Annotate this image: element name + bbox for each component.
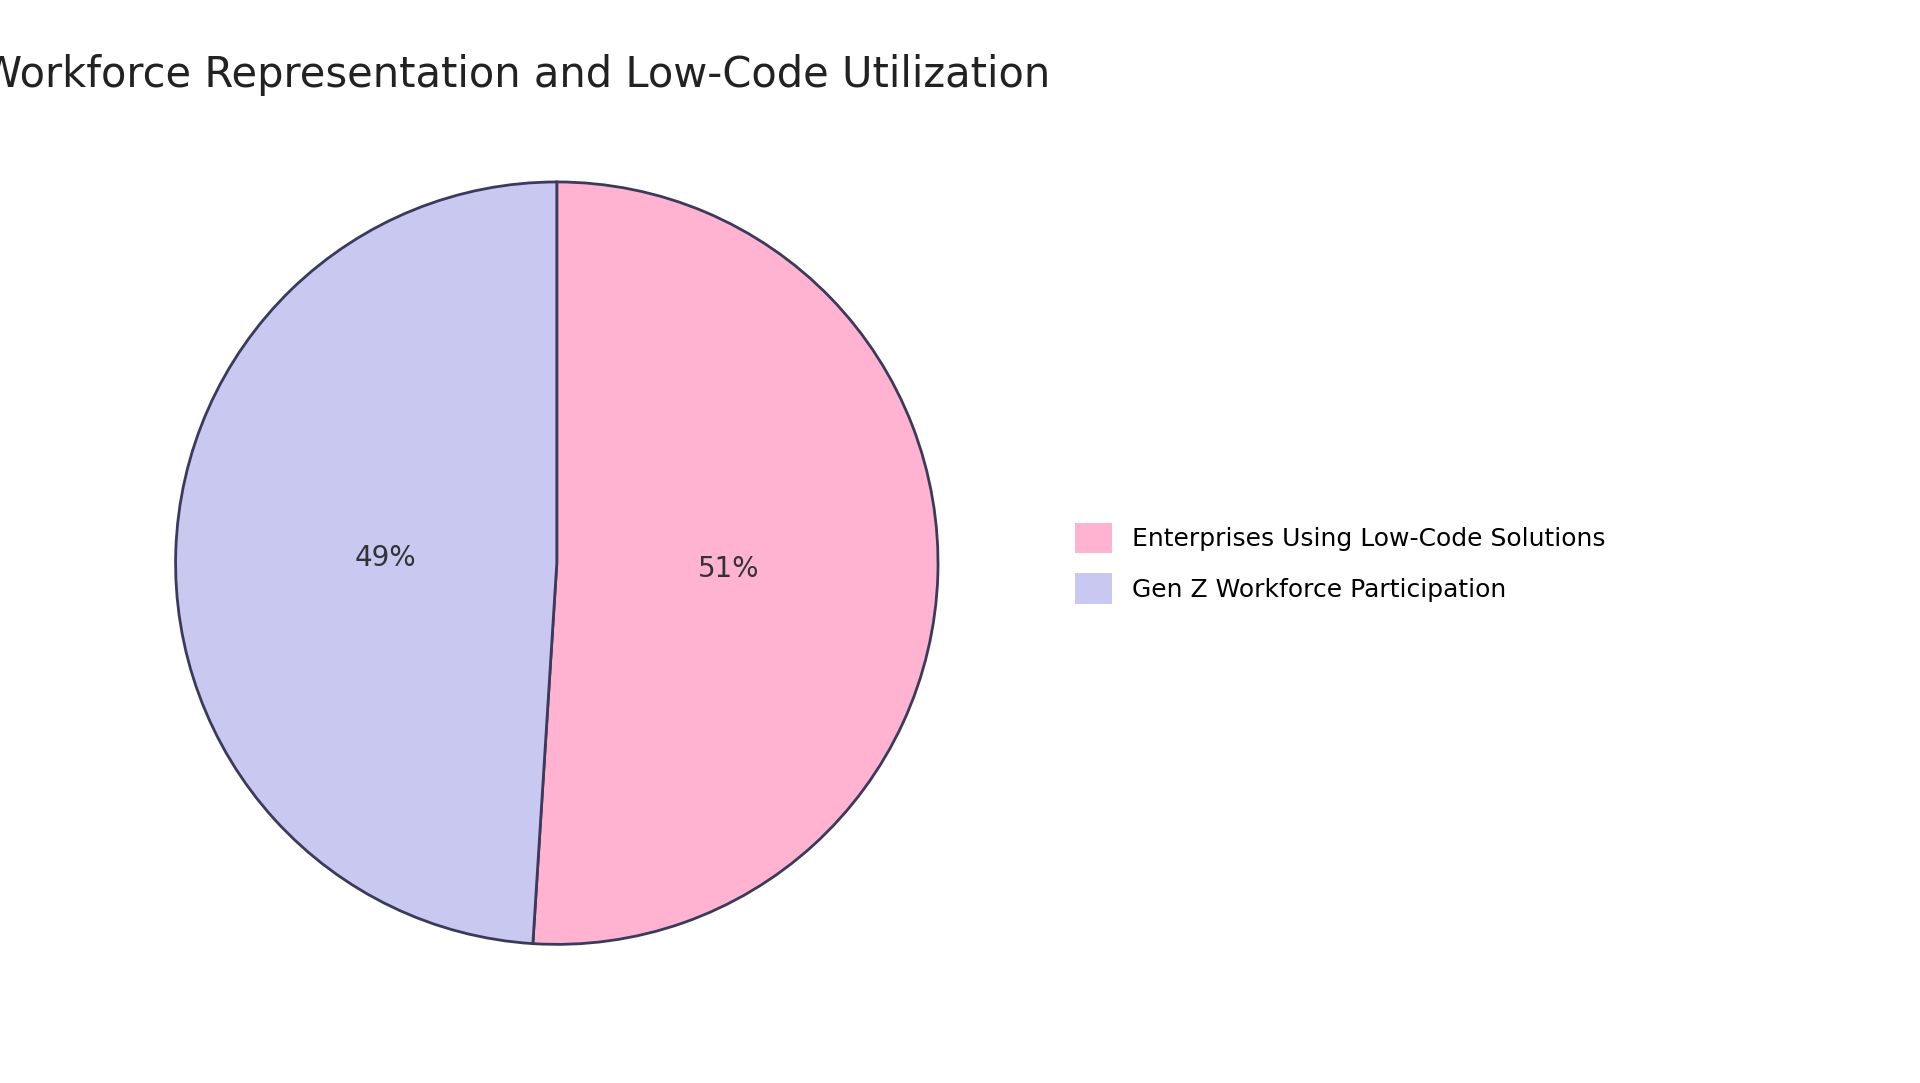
Wedge shape bbox=[175, 182, 557, 943]
Wedge shape bbox=[534, 182, 939, 944]
Text: 49%: 49% bbox=[355, 544, 417, 572]
Text: Workforce Representation and Low-Code Utilization: Workforce Representation and Low-Code Ut… bbox=[0, 54, 1050, 96]
Legend: Enterprises Using Low-Code Solutions, Gen Z Workforce Participation: Enterprises Using Low-Code Solutions, Ge… bbox=[1066, 512, 1617, 614]
Text: 51%: 51% bbox=[697, 554, 758, 583]
